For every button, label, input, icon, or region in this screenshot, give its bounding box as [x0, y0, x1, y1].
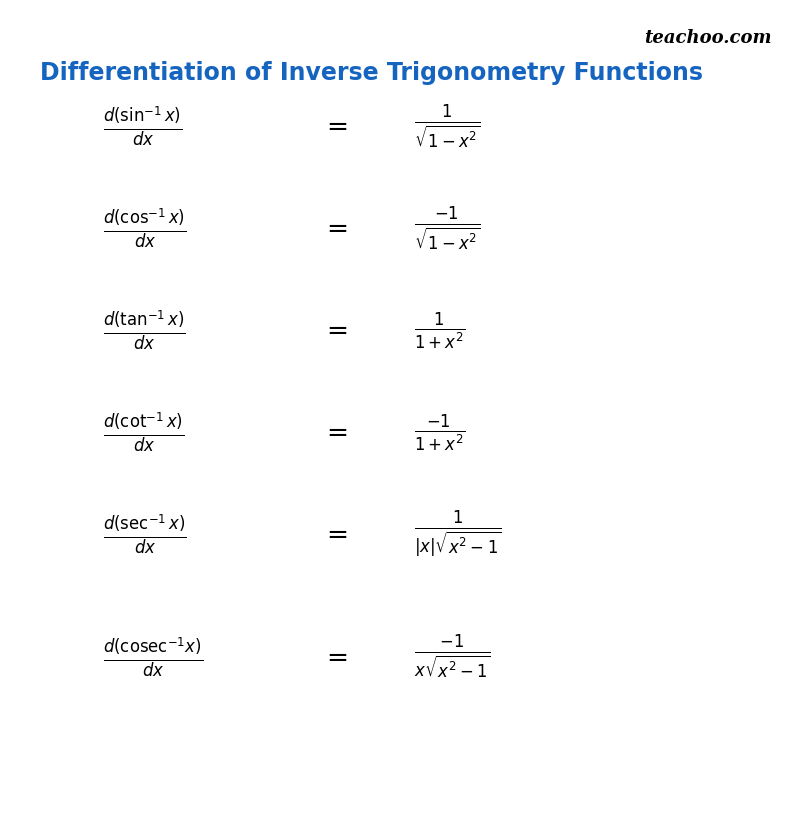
- Text: $=$: $=$: [321, 113, 348, 140]
- Text: $\frac{-1}{1 + x^2}$: $\frac{-1}{1 + x^2}$: [414, 412, 465, 453]
- Text: $=$: $=$: [321, 317, 348, 344]
- Text: $=$: $=$: [321, 419, 348, 446]
- Text: $\frac{d(\sec^{-1} x)}{dx}$: $\frac{d(\sec^{-1} x)}{dx}$: [103, 512, 187, 557]
- Text: $=$: $=$: [321, 521, 348, 548]
- Text: Differentiation of Inverse Trigonometry Functions: Differentiation of Inverse Trigonometry …: [40, 61, 703, 85]
- Text: teachoo.com: teachoo.com: [645, 29, 772, 47]
- Text: $\frac{-1}{x\sqrt{x^2 - 1}}$: $\frac{-1}{x\sqrt{x^2 - 1}}$: [414, 633, 491, 681]
- Text: $\frac{d(\mathrm{cosec}^{-1} x)}{dx}$: $\frac{d(\mathrm{cosec}^{-1} x)}{dx}$: [103, 635, 204, 679]
- Text: $\frac{d(\sin^{-1} x)}{dx}$: $\frac{d(\sin^{-1} x)}{dx}$: [103, 104, 183, 149]
- Text: $\frac{1}{\sqrt{1 - x^2}}$: $\frac{1}{\sqrt{1 - x^2}}$: [414, 103, 481, 150]
- Text: $\frac{1}{|x|\sqrt{x^2 - 1}}$: $\frac{1}{|x|\sqrt{x^2 - 1}}$: [414, 509, 501, 560]
- Text: $\frac{1}{1 + x^2}$: $\frac{1}{1 + x^2}$: [414, 310, 465, 351]
- Text: $\frac{d(\cot^{-1} x)}{dx}$: $\frac{d(\cot^{-1} x)}{dx}$: [103, 410, 185, 455]
- Text: $\frac{-1}{\sqrt{1 - x^2}}$: $\frac{-1}{\sqrt{1 - x^2}}$: [414, 205, 481, 252]
- Text: $\frac{d(\cos^{-1} x)}{dx}$: $\frac{d(\cos^{-1} x)}{dx}$: [103, 206, 187, 251]
- Text: $\frac{d(\tan^{-1} x)}{dx}$: $\frac{d(\tan^{-1} x)}{dx}$: [103, 308, 186, 353]
- Text: $=$: $=$: [321, 215, 348, 242]
- Text: $=$: $=$: [321, 644, 348, 670]
